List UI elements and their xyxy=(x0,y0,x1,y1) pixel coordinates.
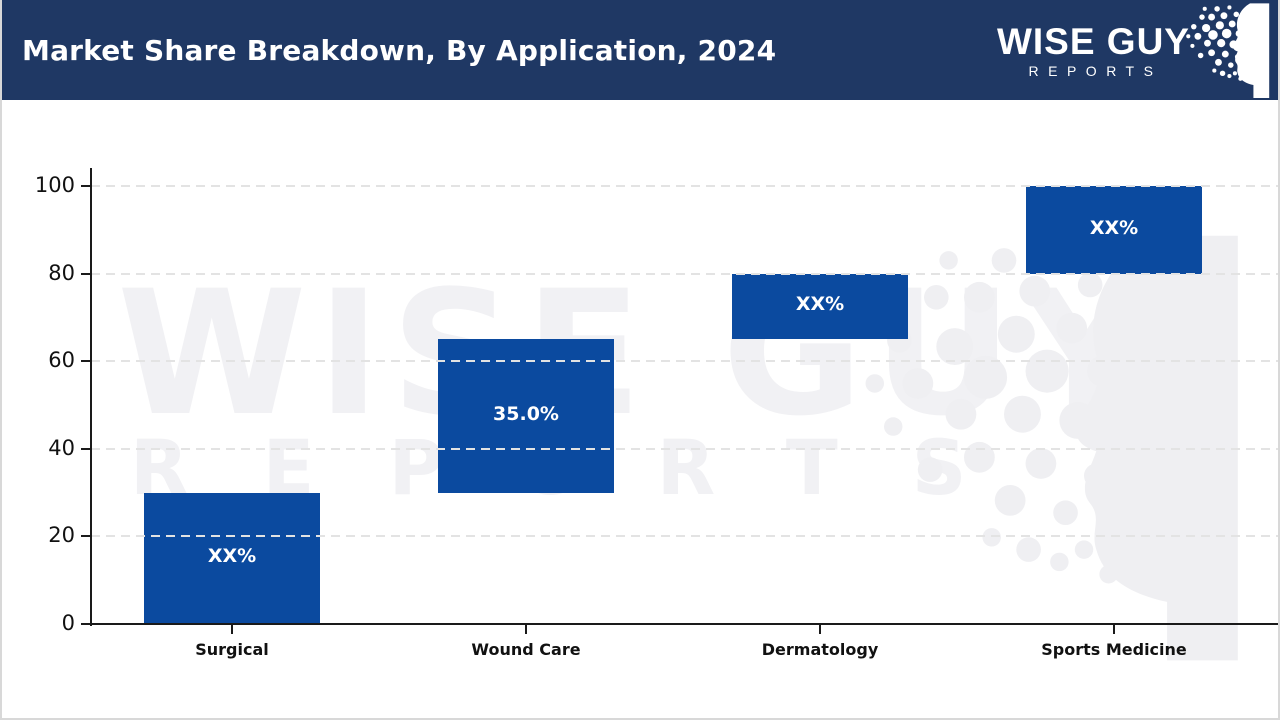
x-axis-label: Sports Medicine xyxy=(1041,640,1187,659)
y-tick-mark xyxy=(81,535,90,538)
x-axis-label: Wound Care xyxy=(471,640,581,659)
y-axis-label: 100 xyxy=(34,173,75,197)
y-axis-label: 60 xyxy=(48,348,75,373)
bar xyxy=(438,339,614,493)
chart-area: WISE GUY REPORTS 020406080100XX%Surgical… xyxy=(2,100,1278,718)
logo-wordmark: WISE GUY xyxy=(996,20,1190,62)
logo-text: WISE GUY REPORTS xyxy=(997,23,1190,78)
y-axis-line xyxy=(90,168,92,626)
x-tick-mark xyxy=(1113,625,1115,634)
logo-subtitle: REPORTS xyxy=(1028,62,1163,79)
gridline xyxy=(91,360,1278,363)
y-axis-label: 40 xyxy=(48,435,75,460)
y-axis-label: 80 xyxy=(48,260,75,285)
x-axis-label: Surgical xyxy=(195,640,269,659)
x-tick-mark xyxy=(819,625,821,634)
x-tick-mark xyxy=(231,625,233,634)
page-title: Market Share Breakdown, By Application, … xyxy=(22,33,777,67)
wise-guy-logo: WISE GUY REPORTS xyxy=(997,0,1276,100)
logo-head-icon xyxy=(1186,3,1270,98)
y-tick-mark xyxy=(81,447,90,450)
gridline xyxy=(91,535,1278,538)
y-tick-mark xyxy=(81,623,90,625)
bar xyxy=(1026,186,1202,274)
header-banner: Market Share Breakdown, By Application, … xyxy=(2,0,1278,100)
y-tick-mark xyxy=(81,185,90,187)
y-tick-mark xyxy=(81,272,90,275)
gridline xyxy=(91,272,1278,275)
y-tick-mark xyxy=(81,360,90,363)
bar-value-label: 35.0% xyxy=(493,402,559,425)
x-axis-label: Dermatology xyxy=(761,640,879,659)
gridline xyxy=(91,447,1278,450)
x-axis-line xyxy=(90,623,1278,625)
x-tick-mark xyxy=(525,625,527,634)
gridline xyxy=(91,185,1278,187)
y-axis-label: 20 xyxy=(48,523,75,548)
bar-value-label: XX% xyxy=(1089,216,1139,239)
bar-value-label: XX% xyxy=(795,293,845,316)
y-axis-label: 0 xyxy=(61,611,75,635)
bar xyxy=(144,492,320,624)
bar-value-label: XX% xyxy=(207,545,257,568)
bar xyxy=(732,273,908,340)
